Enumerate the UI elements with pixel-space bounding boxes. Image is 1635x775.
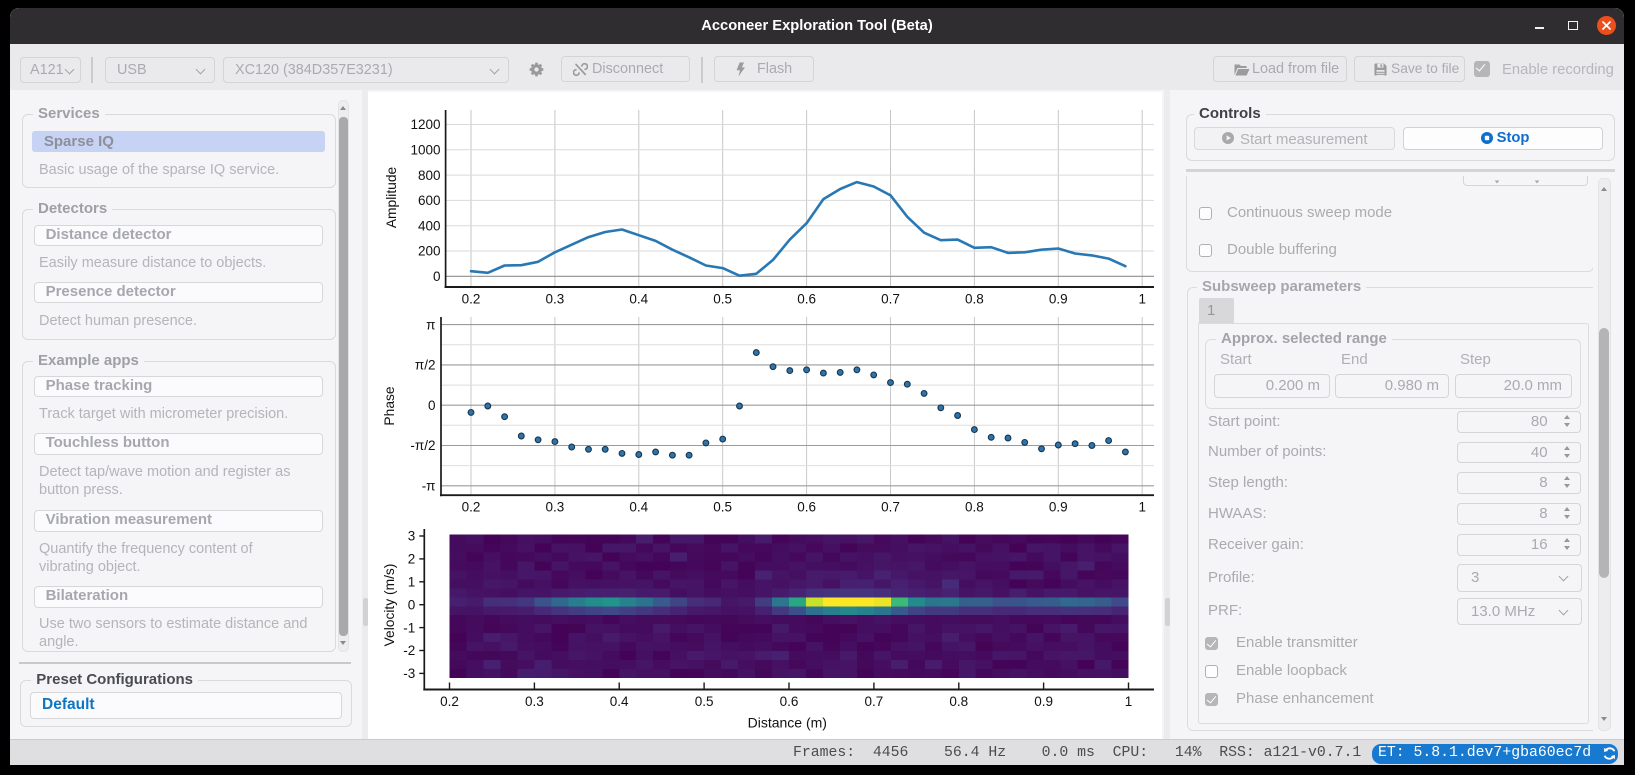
svg-text:800: 800 <box>418 168 441 183</box>
svg-text:0.8: 0.8 <box>949 694 968 709</box>
svg-text:0.4: 0.4 <box>629 291 648 306</box>
svg-text:1: 1 <box>1138 291 1146 306</box>
svg-text:0: 0 <box>408 597 416 612</box>
svg-text:0.9: 0.9 <box>1049 291 1068 306</box>
svg-text:0.2: 0.2 <box>440 694 459 709</box>
svg-text:1: 1 <box>1138 499 1146 514</box>
svg-text:200: 200 <box>418 244 441 259</box>
svg-text:0.3: 0.3 <box>546 291 565 306</box>
svg-text:600: 600 <box>418 193 441 208</box>
svg-text:0.7: 0.7 <box>881 291 900 306</box>
svg-text:0.5: 0.5 <box>713 499 732 514</box>
svg-text:-π/2: -π/2 <box>410 438 435 453</box>
svg-text:-π: -π <box>422 479 436 494</box>
svg-text:0: 0 <box>428 398 436 413</box>
svg-text:0.9: 0.9 <box>1049 499 1068 514</box>
svg-text:0.3: 0.3 <box>525 694 544 709</box>
svg-text:0.5: 0.5 <box>713 291 732 306</box>
svg-text:0.6: 0.6 <box>797 499 816 514</box>
svg-text:0.2: 0.2 <box>462 499 481 514</box>
svg-text:0.4: 0.4 <box>629 499 648 514</box>
svg-text:1: 1 <box>408 575 416 590</box>
svg-text:Phase: Phase <box>382 386 397 425</box>
svg-text:1: 1 <box>1125 694 1133 709</box>
svg-text:0.4: 0.4 <box>610 694 629 709</box>
svg-text:π: π <box>426 317 435 332</box>
svg-text:0.7: 0.7 <box>881 499 900 514</box>
svg-text:0.6: 0.6 <box>797 291 816 306</box>
svg-text:0.2: 0.2 <box>462 291 481 306</box>
svg-text:0.9: 0.9 <box>1034 694 1053 709</box>
svg-text:0.7: 0.7 <box>865 694 884 709</box>
svg-text:0.3: 0.3 <box>546 499 565 514</box>
svg-text:0: 0 <box>433 269 441 284</box>
svg-text:Velocity (m/s): Velocity (m/s) <box>382 564 397 647</box>
svg-text:-3: -3 <box>403 666 415 681</box>
svg-text:-1: -1 <box>403 620 415 635</box>
svg-text:Distance (m): Distance (m) <box>748 715 827 731</box>
svg-text:0.8: 0.8 <box>965 499 984 514</box>
svg-text:π/2: π/2 <box>415 358 436 373</box>
svg-text:0.5: 0.5 <box>695 694 714 709</box>
svg-text:1200: 1200 <box>410 117 440 132</box>
svg-text:0.6: 0.6 <box>780 694 799 709</box>
svg-text:0.8: 0.8 <box>965 291 984 306</box>
svg-text:3: 3 <box>408 529 416 544</box>
svg-text:400: 400 <box>418 218 441 233</box>
svg-text:1000: 1000 <box>410 143 440 158</box>
svg-text:2: 2 <box>408 552 416 567</box>
svg-text:Amplitude: Amplitude <box>384 167 399 229</box>
svg-text:-2: -2 <box>403 643 415 658</box>
